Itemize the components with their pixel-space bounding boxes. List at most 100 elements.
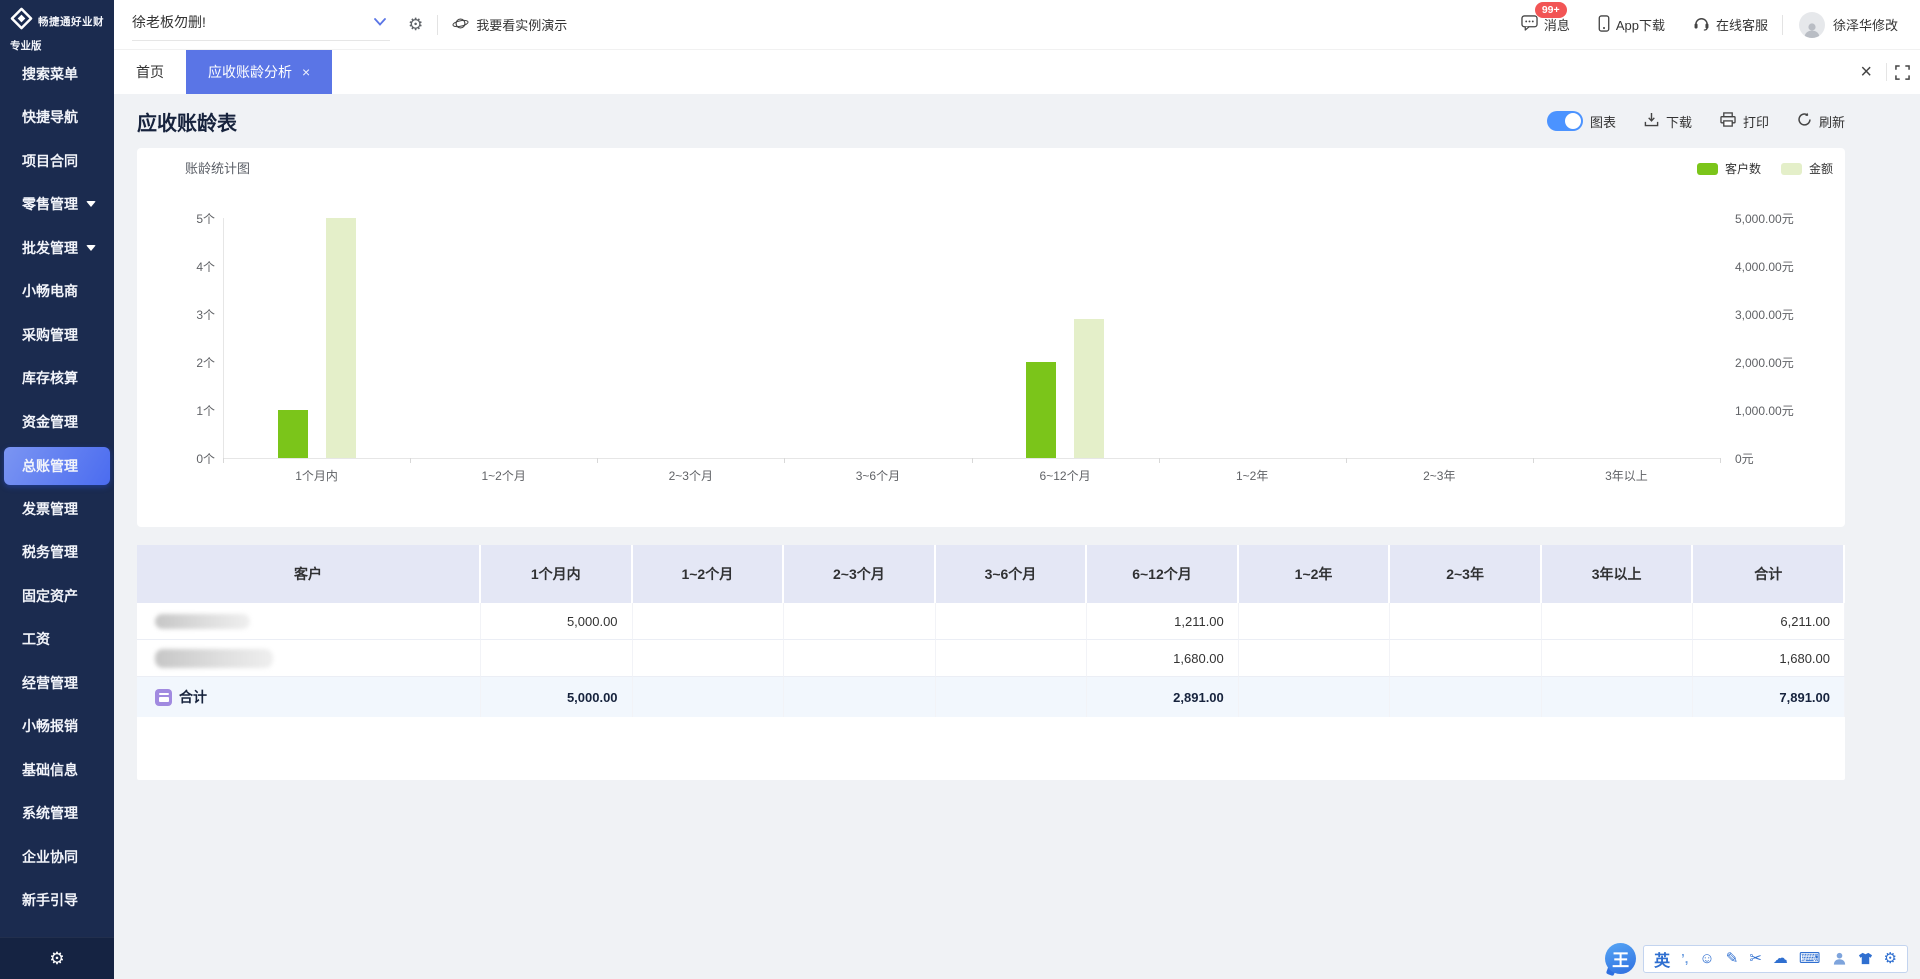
sidebar-item-label: 搜索菜单: [22, 65, 78, 82]
messages-button[interactable]: 消息 99+: [1521, 2, 1570, 34]
column-header[interactable]: 客户: [137, 545, 481, 603]
sidebar-item-label: 经营管理: [22, 674, 78, 691]
sidebar-item-label: 快捷导航: [22, 109, 78, 126]
sidebar-item-invoice-mgmt[interactable]: 发票管理: [0, 487, 114, 531]
download-button[interactable]: 下载: [1644, 112, 1692, 131]
ime-bar: 王 英 ’, ☺ ✎ ✂ ☁ ⌨ ⚙: [1605, 943, 1908, 974]
column-header[interactable]: 3~6个月: [935, 545, 1088, 603]
total-cell: [632, 677, 785, 717]
column-header[interactable]: 6~12个月: [1087, 545, 1239, 603]
print-button[interactable]: 打印: [1720, 112, 1769, 131]
tabs: 首页 应收账龄分析 ×: [114, 50, 333, 94]
sidebar-item-enterprise-collab[interactable]: 企业协同: [0, 835, 114, 879]
x-axis-tick: [971, 458, 973, 463]
emoji-icon[interactable]: ☺: [1699, 950, 1715, 967]
handwriting-icon[interactable]: ✎: [1725, 950, 1739, 967]
sidebar-item-business-mgmt[interactable]: 经营管理: [0, 661, 114, 705]
sidebar-item-label: 固定资产: [22, 587, 78, 604]
sidebar-item-retail-mgmt[interactable]: 零售管理: [0, 183, 114, 227]
account-icon[interactable]: [1832, 951, 1847, 966]
chevron-down-icon: [374, 13, 386, 31]
toggle-switch[interactable]: [1546, 111, 1583, 131]
sidebar-item-beginner-guide[interactable]: 新手引导: [0, 879, 114, 923]
cloud-sync-icon[interactable]: ☁: [1772, 950, 1788, 967]
ime-punctuation-mode[interactable]: ’,: [1681, 951, 1689, 966]
sidebar-item-label: 小畅报销: [22, 718, 78, 735]
ime-settings-gear-icon[interactable]: ⚙: [1883, 950, 1897, 967]
settings-gear-icon[interactable]: ⚙: [408, 14, 424, 34]
total-cell: [935, 677, 1088, 717]
column-header[interactable]: 1个月内: [481, 545, 633, 603]
demo-link[interactable]: 我要看实例演示: [452, 15, 567, 34]
ime-logo[interactable]: 王: [1605, 943, 1637, 974]
refresh-button[interactable]: 刷新: [1797, 112, 1845, 131]
customer-name-redacted: [155, 613, 250, 629]
bar-customers-0[interactable]: [277, 410, 308, 458]
tab-home[interactable]: 首页: [114, 50, 186, 94]
close-icon[interactable]: ×: [1860, 60, 1872, 83]
sidebar-item-tax-mgmt[interactable]: 税务管理: [0, 531, 114, 575]
demo-link-label: 我要看实例演示: [476, 18, 568, 33]
column-header[interactable]: 1~2个月: [632, 545, 785, 603]
bar-amount-4[interactable]: [1074, 319, 1105, 458]
sidebar-item-label: 零售管理: [22, 196, 78, 213]
sidebar-item-xiaochang-expense[interactable]: 小畅报销: [0, 705, 114, 749]
right-axis-tick-label: 5,000.00元: [1735, 212, 1794, 226]
sidebar-item-fixed-assets[interactable]: 固定资产: [0, 574, 114, 618]
username[interactable]: 徐泽华修改: [1832, 18, 1898, 33]
sidebar-item-quick-nav[interactable]: 快捷导航: [0, 96, 114, 140]
support-button[interactable]: 在线客服: [1693, 15, 1768, 34]
legend-customers[interactable]: 客户数: [1696, 160, 1761, 177]
page-toolbar: 图表 下载: [1546, 111, 1845, 131]
table-cell: [935, 603, 1088, 640]
app-download-button[interactable]: App下载: [1598, 14, 1665, 35]
column-header[interactable]: 2~3年: [1390, 545, 1542, 603]
table-cell: 1,680.00: [1087, 640, 1239, 677]
sidebar-item-label: 工资: [22, 631, 50, 648]
avatar[interactable]: [1798, 11, 1825, 38]
table-row-customer: [137, 640, 481, 677]
virtual-keyboard-icon[interactable]: ⌨: [1798, 950, 1821, 967]
sidebar-item-label: 项目合同: [22, 152, 78, 169]
tab-bar-controls: ×: [1854, 50, 1910, 94]
total-cell: [784, 677, 936, 717]
sidebar-item-search-menu[interactable]: 搜索菜单: [0, 52, 114, 96]
x-axis-tick: [1345, 458, 1347, 463]
sidebar-item-payroll[interactable]: 工资: [0, 618, 114, 662]
bar-customers-4[interactable]: [1026, 362, 1057, 458]
fullscreen-icon[interactable]: [1895, 64, 1910, 80]
skin-icon[interactable]: [1858, 951, 1873, 966]
x-axis-category-label: 3~6个月: [855, 469, 901, 483]
left-axis-tick-label: 3个: [196, 308, 215, 322]
sidebar-item-general-ledger[interactable]: 总账管理: [4, 446, 110, 485]
column-header[interactable]: 3年以上: [1541, 545, 1694, 603]
column-header[interactable]: 1~2年: [1238, 545, 1391, 603]
chart-view-toggle[interactable]: 图表: [1546, 111, 1616, 131]
sidebar-item-wholesale-mgmt[interactable]: 批发管理: [0, 226, 114, 270]
x-axis-tick: [597, 458, 599, 463]
sidebar-item-basic-info[interactable]: 基础信息: [0, 748, 114, 792]
sidebar-item-system-mgmt[interactable]: 系统管理: [0, 792, 114, 836]
column-header[interactable]: 2~3个月: [784, 545, 936, 603]
clipboard-scissors-icon[interactable]: ✂: [1749, 950, 1762, 967]
legend-label: 客户数: [1724, 162, 1761, 176]
legend-swatch: [1696, 162, 1718, 175]
sidebar-settings-gear-icon[interactable]: ⚙: [49, 948, 65, 968]
column-header[interactable]: 合计: [1693, 545, 1845, 603]
left-axis-tick-label: 2个: [196, 356, 215, 370]
sidebar-footer: ⚙: [0, 937, 114, 979]
bar-amount-0[interactable]: [325, 218, 356, 458]
sidebar-item-project-contract[interactable]: 项目合同: [0, 139, 114, 183]
sidebar-item-xiaochang-ecommerce[interactable]: 小畅电商: [0, 270, 114, 314]
legend-amount[interactable]: 金额: [1780, 160, 1833, 177]
sidebar-item-purchase-mgmt[interactable]: 采购管理: [0, 313, 114, 357]
ime-language-mode[interactable]: 英: [1654, 952, 1671, 970]
account-selector[interactable]: 徐老板勿删!: [132, 8, 390, 41]
tab-close-icon[interactable]: ×: [302, 64, 311, 80]
total-cell: [1238, 677, 1391, 717]
sidebar-item-capital-mgmt[interactable]: 资金管理: [0, 400, 114, 444]
right-axis-tick-label: 3,000.00元: [1735, 308, 1794, 322]
tab-ar-aging-analysis[interactable]: 应收账龄分析 ×: [186, 50, 333, 94]
sidebar-item-inventory-accounting[interactable]: 库存核算: [0, 357, 114, 401]
total-cell: 7,891.00: [1693, 677, 1845, 717]
